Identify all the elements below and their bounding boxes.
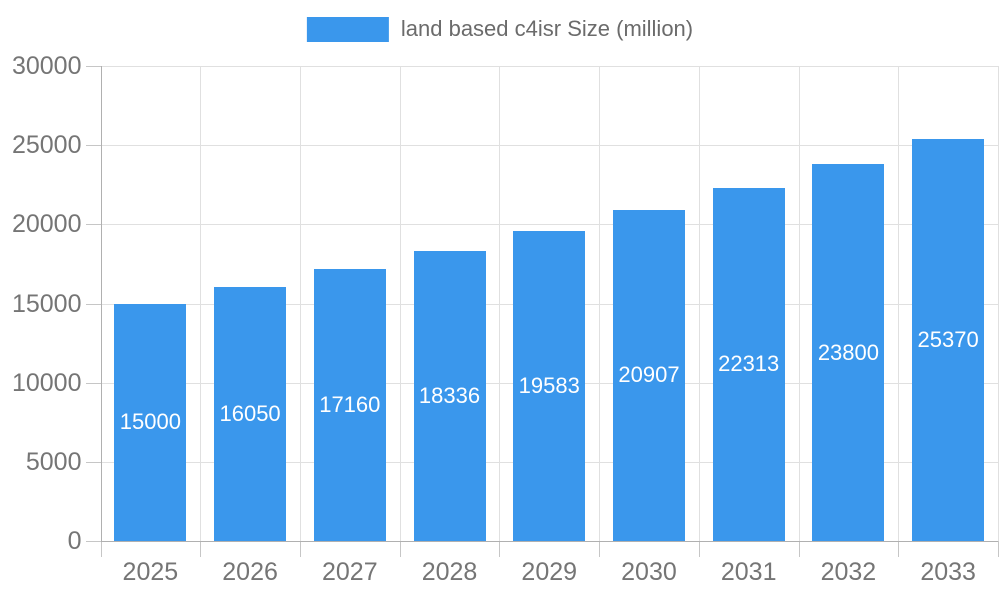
bar-2025[interactable] <box>114 303 187 541</box>
x-axis-tick-label: 2032 <box>820 558 877 586</box>
y-axis-tick <box>85 303 101 305</box>
x-axis-tick-label: 2033 <box>920 558 976 586</box>
x-axis-tick <box>599 541 601 557</box>
x-axis-tick-label: 2030 <box>621 558 677 586</box>
bar-2033[interactable] <box>912 139 985 541</box>
gridline-vertical <box>200 66 202 541</box>
y-axis-tick <box>85 145 101 147</box>
bar-2027[interactable] <box>313 269 386 541</box>
legend-swatch-icon <box>306 16 389 42</box>
x-axis-tick <box>399 541 401 557</box>
x-axis-tick <box>499 541 501 557</box>
y-axis-tick-label: 25000 <box>11 131 82 160</box>
gridline-vertical <box>299 66 301 541</box>
y-axis-tick <box>85 66 101 67</box>
gridline-vertical <box>898 66 900 541</box>
y-axis-tick-label: 0 <box>67 527 82 555</box>
y-axis-tick-label: 20000 <box>11 210 82 239</box>
y-axis-tick-label: 30000 <box>11 52 82 80</box>
x-axis-tick-label: 2025 <box>122 558 179 586</box>
gridline-horizontal <box>100 66 998 67</box>
gridline-vertical <box>599 66 601 541</box>
bar-2026[interactable] <box>214 286 287 541</box>
y-axis-tick-label: 15000 <box>11 289 82 318</box>
x-axis-tick-label: 2029 <box>521 558 578 586</box>
y-axis-tick <box>85 382 101 384</box>
gridline-vertical <box>499 66 501 541</box>
x-axis-line <box>100 541 998 542</box>
bar-2030[interactable] <box>612 209 685 541</box>
y-axis-line <box>100 66 102 541</box>
legend[interactable]: land based c4isr Size (million) <box>306 16 694 42</box>
gridline-vertical <box>998 66 999 541</box>
x-axis-tick <box>698 541 700 557</box>
x-axis-tick-label: 2031 <box>720 558 777 586</box>
gridline-horizontal <box>100 145 998 147</box>
gridline-vertical <box>399 66 401 541</box>
x-axis-tick-label: 2027 <box>321 558 378 586</box>
x-axis-tick <box>299 541 301 557</box>
bar-2031[interactable] <box>712 187 785 541</box>
gridline-horizontal <box>100 224 998 226</box>
bar-2029[interactable] <box>513 230 586 541</box>
x-axis-tick <box>200 541 202 557</box>
y-axis-tick <box>85 461 101 463</box>
legend-label: land based c4isr Size (million) <box>400 16 694 41</box>
y-axis-tick <box>85 224 101 226</box>
gridline-vertical <box>798 66 800 541</box>
x-axis-tick-label: 2026 <box>222 558 278 586</box>
bar-2032[interactable] <box>812 164 885 541</box>
y-axis-tick-label: 10000 <box>11 368 82 397</box>
y-axis-tick-label: 5000 <box>25 447 82 476</box>
x-axis-tick <box>798 541 800 557</box>
gridline-vertical <box>698 66 700 541</box>
x-axis-tick-label: 2028 <box>421 558 478 586</box>
bar-2028[interactable] <box>413 250 486 541</box>
y-axis-tick <box>85 541 101 542</box>
x-axis-tick <box>100 541 102 557</box>
x-axis-tick <box>898 541 900 557</box>
x-axis-tick <box>998 541 999 557</box>
